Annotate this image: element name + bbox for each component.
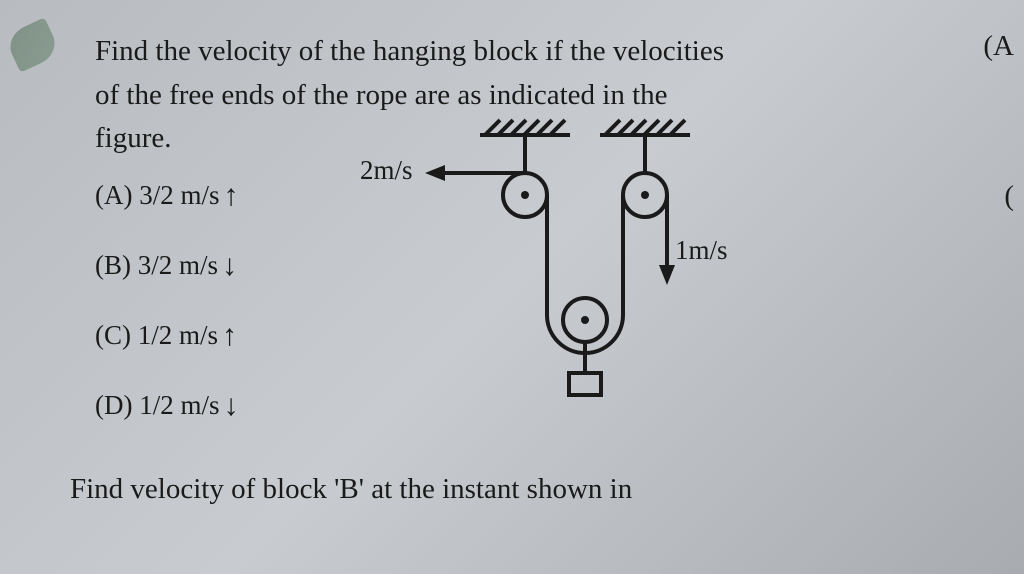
bottom-question-text: Find velocity of block 'B' at the instan…	[70, 473, 974, 506]
option-a-label: (A)	[95, 180, 132, 211]
arrow-down-icon	[220, 389, 239, 423]
right-marker-mid: (	[1004, 180, 1014, 213]
arrow-up-icon	[218, 319, 237, 353]
question-line1: Find the velocity of the hanging block i…	[95, 35, 724, 67]
arrow-up-icon	[220, 179, 239, 213]
page-content: Find the velocity of the hanging block i…	[0, 0, 1024, 574]
question-line3: figure.	[95, 122, 172, 154]
option-d-label: (D)	[95, 390, 132, 421]
option-b-value: 3/2 m/s	[138, 250, 218, 281]
pulley-diagram: 2m/s 1m/s	[350, 115, 750, 435]
option-c-value: 1/2 m/s	[138, 320, 218, 351]
velocity-label-right: 1m/s	[675, 235, 728, 266]
option-a-value: 3/2 m/s	[139, 180, 219, 211]
velocity-label-left: 2m/s	[360, 155, 413, 186]
option-c-label: (C)	[95, 320, 131, 351]
arrow-down-icon	[218, 249, 237, 283]
right-marker-top: (A	[983, 30, 1014, 63]
option-b-label: (B)	[95, 250, 131, 281]
question-line2: of the free ends of the rope are as indi…	[95, 79, 668, 111]
option-d-value: 1/2 m/s	[139, 390, 219, 421]
